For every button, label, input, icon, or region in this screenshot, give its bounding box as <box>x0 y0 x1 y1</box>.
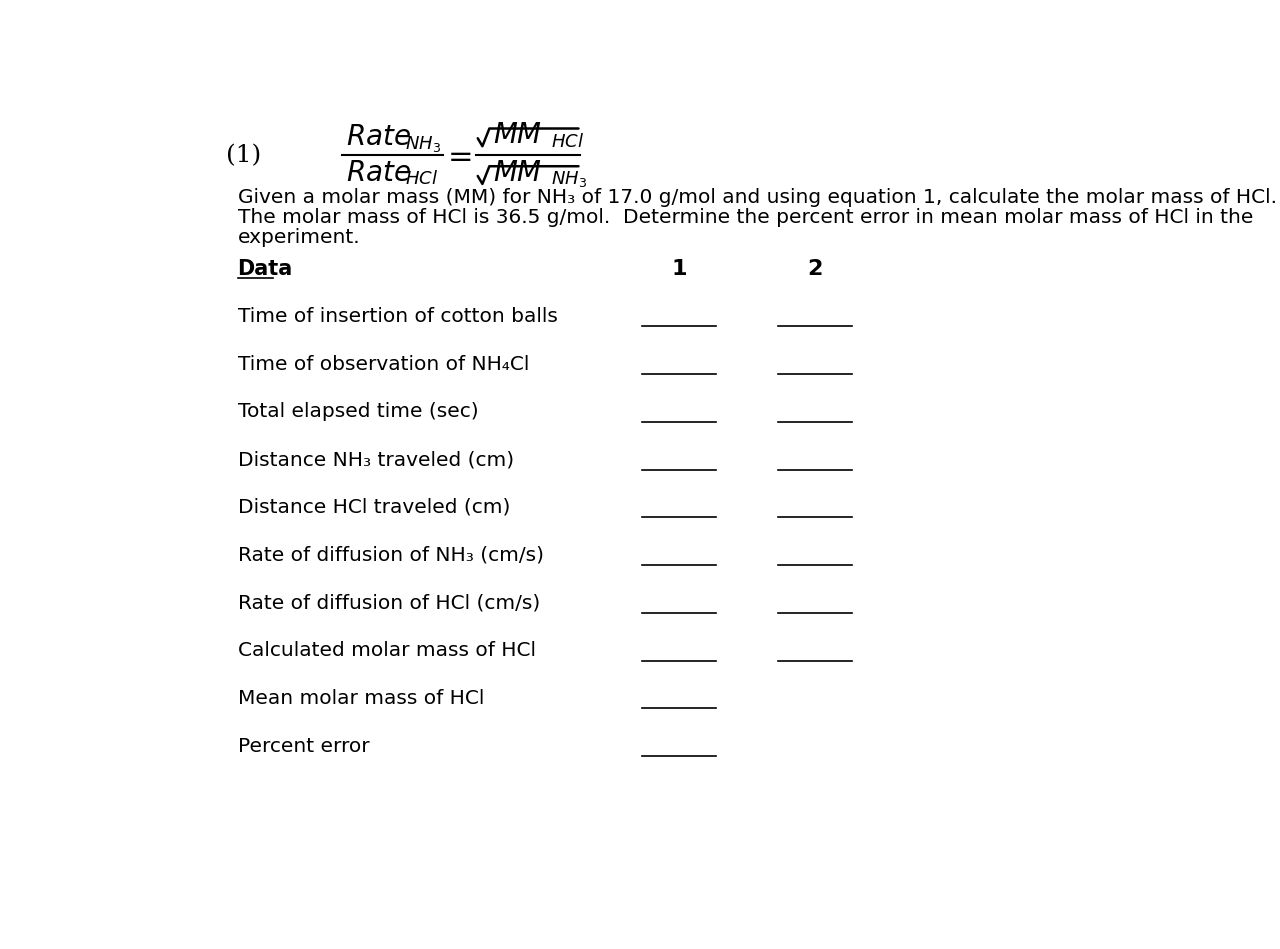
Text: Percent error: Percent error <box>238 736 369 755</box>
Text: Distance HCl traveled (cm): Distance HCl traveled (cm) <box>238 498 509 517</box>
Text: $\mathit{HCl}$: $\mathit{HCl}$ <box>552 133 585 151</box>
Text: Given a molar mass (MM) for NH₃ of 17.0 g/mol and using equation 1, calculate th: Given a molar mass (MM) for NH₃ of 17.0 … <box>238 188 1276 207</box>
Text: $\mathit{NH_3}$: $\mathit{NH_3}$ <box>552 169 588 190</box>
Text: experiment.: experiment. <box>238 229 360 248</box>
Text: $=$: $=$ <box>442 140 472 171</box>
Text: Rate of diffusion of HCl (cm/s): Rate of diffusion of HCl (cm/s) <box>238 593 540 612</box>
Text: Time of observation of NH₄Cl: Time of observation of NH₄Cl <box>238 355 529 374</box>
Text: $\mathit{MM}$: $\mathit{MM}$ <box>493 121 543 149</box>
Text: 2: 2 <box>808 259 823 279</box>
Text: Distance NH₃ traveled (cm): Distance NH₃ traveled (cm) <box>238 450 513 469</box>
Text: Calculated molar mass of HCl: Calculated molar mass of HCl <box>238 642 535 661</box>
Text: 1: 1 <box>672 259 687 279</box>
Text: (1): (1) <box>227 144 261 167</box>
Text: Mean molar mass of HCl: Mean molar mass of HCl <box>238 689 484 708</box>
Text: $\mathit{Rate}$: $\mathit{Rate}$ <box>346 124 411 151</box>
Text: $\mathit{NH_3}$: $\mathit{NH_3}$ <box>404 134 440 154</box>
Text: Total elapsed time (sec): Total elapsed time (sec) <box>238 402 479 421</box>
Text: $\mathit{HCl}$: $\mathit{HCl}$ <box>404 170 438 188</box>
Text: The molar mass of HCl is 36.5 g/mol.  Determine the percent error in mean molar : The molar mass of HCl is 36.5 g/mol. Det… <box>238 209 1253 228</box>
Text: $\mathit{Rate}$: $\mathit{Rate}$ <box>346 159 411 187</box>
Text: Time of insertion of cotton balls: Time of insertion of cotton balls <box>238 307 557 326</box>
Text: Data: Data <box>238 259 293 279</box>
Text: $\mathit{MM}$: $\mathit{MM}$ <box>493 159 543 187</box>
Text: Rate of diffusion of NH₃ (cm/s): Rate of diffusion of NH₃ (cm/s) <box>238 546 544 565</box>
